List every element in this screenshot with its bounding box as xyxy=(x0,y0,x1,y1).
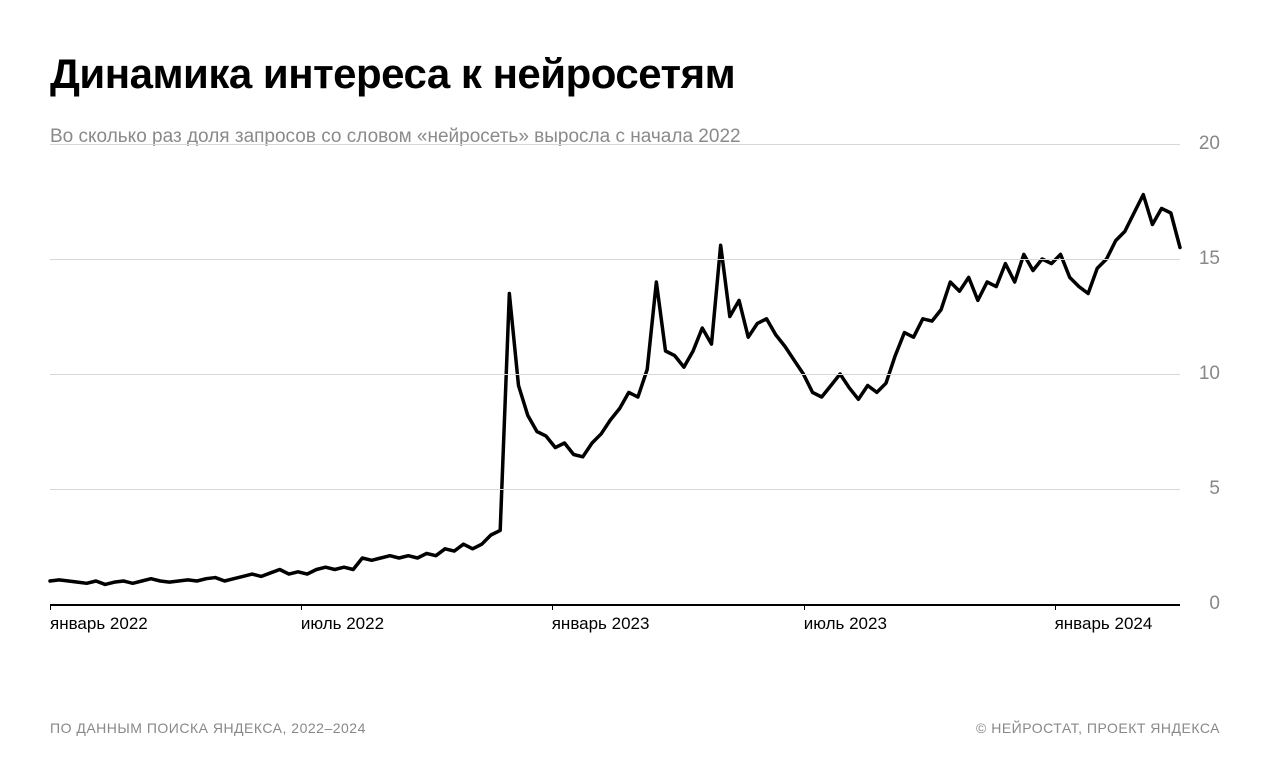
chart-plot-area: 05101520январь 2022июль 2022январь 2023и… xyxy=(50,144,1180,604)
chart-title: Динамика интереса к нейросетям xyxy=(50,50,1220,98)
gridline xyxy=(50,144,1180,145)
chart-container: 05101520январь 2022июль 2022январь 2023и… xyxy=(50,144,1220,644)
footer-source: ПО ДАННЫМ ПОИСКА ЯНДЕКСА, 2022–2024 xyxy=(50,720,366,736)
y-axis-label: 10 xyxy=(1186,363,1220,385)
gridline xyxy=(50,489,1180,490)
x-axis-tick xyxy=(50,604,51,610)
x-axis-label: январь 2022 xyxy=(50,614,148,634)
x-axis-label: январь 2024 xyxy=(1055,614,1153,634)
y-axis-label: 20 xyxy=(1186,133,1220,155)
data-line xyxy=(50,195,1180,585)
x-axis-label: январь 2023 xyxy=(552,614,650,634)
x-axis-baseline xyxy=(50,604,1180,606)
y-axis-label: 0 xyxy=(1186,593,1220,615)
footer-credit: © НЕЙРОСТАТ, ПРОЕКТ ЯНДЕКСА xyxy=(976,720,1220,736)
y-axis-label: 5 xyxy=(1186,478,1220,500)
gridline xyxy=(50,374,1180,375)
x-axis-tick xyxy=(301,604,302,610)
x-axis-label: июль 2022 xyxy=(301,614,384,634)
x-axis-tick xyxy=(1055,604,1056,610)
gridline xyxy=(50,259,1180,260)
y-axis-label: 15 xyxy=(1186,248,1220,270)
x-axis-tick xyxy=(804,604,805,610)
x-axis-tick xyxy=(552,604,553,610)
x-axis-label: июль 2023 xyxy=(804,614,887,634)
chart-footer: ПО ДАННЫМ ПОИСКА ЯНДЕКСА, 2022–2024 © НЕ… xyxy=(50,720,1220,736)
